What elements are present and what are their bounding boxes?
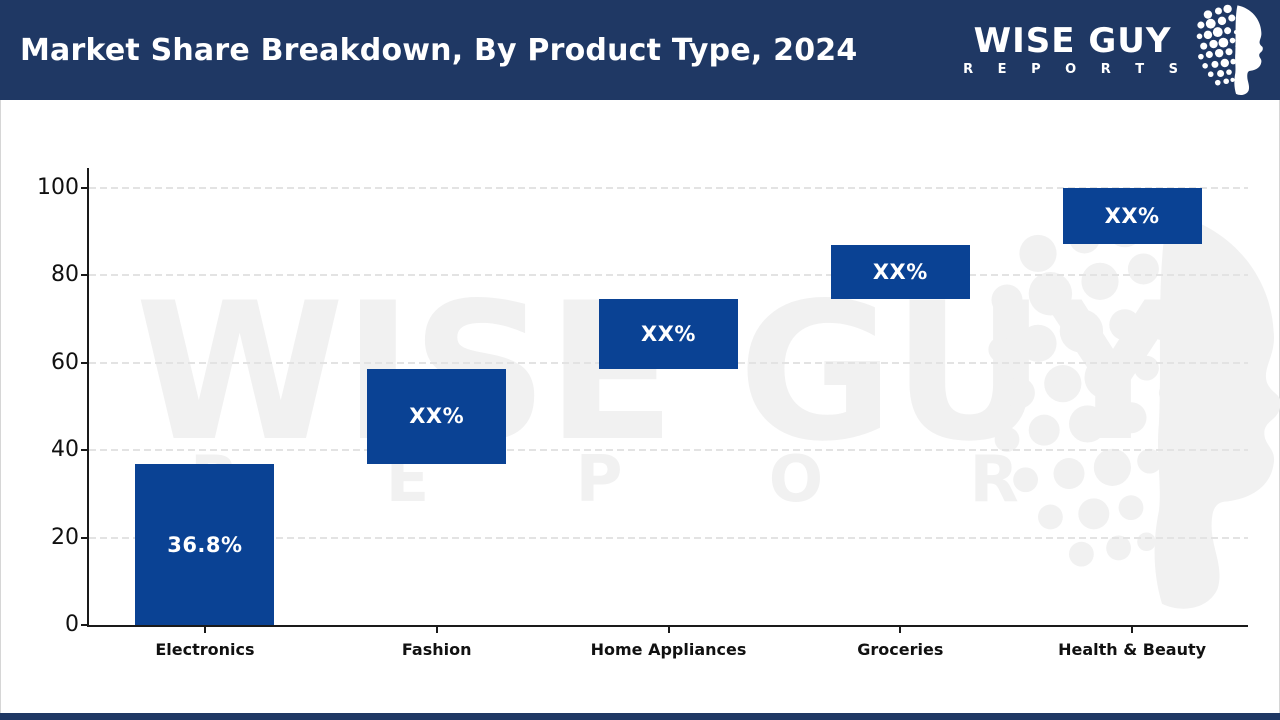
x-category-label: Electronics bbox=[155, 640, 255, 659]
bar-segment-home-appliances: XX% bbox=[599, 299, 738, 369]
bar-segment-groceries: XX% bbox=[830, 245, 970, 299]
y-tick-mark bbox=[81, 536, 89, 539]
x-tick-mark bbox=[203, 625, 206, 633]
brand-name: WISE GUY bbox=[973, 21, 1172, 61]
y-tick-label: 20 bbox=[51, 524, 79, 550]
bar-segment-electronics: 36.8% bbox=[135, 464, 275, 625]
header-bar: Market Share Breakdown, By Product Type,… bbox=[0, 0, 1280, 100]
y-tick-mark bbox=[81, 274, 89, 276]
x-category-label: Health & Beauty bbox=[1058, 640, 1207, 659]
bar-value-label: 36.8% bbox=[167, 532, 243, 557]
bar-segment-health-beauty: XX% bbox=[1062, 187, 1202, 244]
dot-face-icon bbox=[1196, 4, 1263, 96]
y-tick-mark bbox=[81, 361, 89, 364]
y-gridline bbox=[89, 186, 1248, 189]
x-category-label: Fashion bbox=[401, 640, 472, 659]
y-tick-label: 0 bbox=[65, 612, 79, 637]
bar-value-label: XX% bbox=[1104, 203, 1160, 228]
x-tick-mark bbox=[435, 625, 438, 633]
bar-value-label: XX% bbox=[641, 321, 696, 346]
x-tick-mark bbox=[1131, 625, 1134, 633]
y-tick-mark bbox=[81, 449, 89, 451]
y-tick-label: 100 bbox=[37, 174, 79, 200]
y-tick-label: 80 bbox=[51, 262, 79, 287]
bar-segment-fashion: XX% bbox=[367, 368, 507, 464]
y-gridline bbox=[89, 536, 1248, 539]
x-tick-mark bbox=[899, 625, 902, 633]
brand-subname: R E P O R T S bbox=[963, 62, 1188, 77]
y-tick-mark bbox=[81, 186, 89, 189]
y-tick-label: 40 bbox=[51, 437, 79, 462]
bar-value-label: XX% bbox=[409, 404, 465, 429]
y-axis-line bbox=[87, 168, 89, 627]
brand-logo: WISE GUY R E P O R T S bbox=[957, 0, 1266, 100]
x-category-label: Home Appliances bbox=[590, 640, 747, 659]
x-tick-mark bbox=[667, 625, 670, 633]
y-gridline bbox=[89, 449, 1248, 451]
bar-value-label: XX% bbox=[872, 259, 928, 284]
y-gridline bbox=[89, 274, 1248, 276]
brand-logo-text: WISE GUY R E P O R T S bbox=[957, 24, 1188, 76]
y-tick-label: 60 bbox=[51, 349, 79, 375]
footer-bar bbox=[0, 713, 1280, 720]
page-title: Market Share Breakdown, By Product Type,… bbox=[20, 32, 858, 68]
y-tick-mark bbox=[81, 624, 89, 626]
x-category-label: Groceries bbox=[857, 640, 944, 659]
